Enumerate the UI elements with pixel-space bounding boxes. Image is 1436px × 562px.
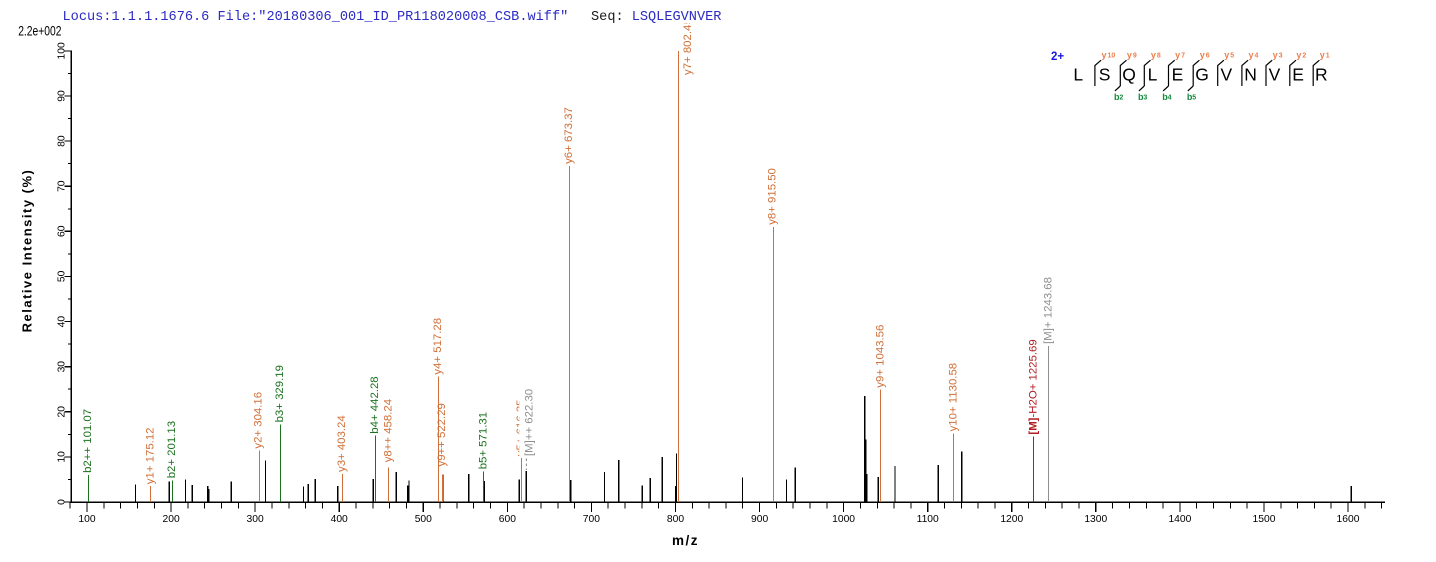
svg-text:20: 20 <box>56 406 67 418</box>
svg-text:1200: 1200 <box>1000 514 1023 525</box>
svg-text:y10+ 1130.58: y10+ 1130.58 <box>948 363 960 432</box>
svg-text:L: L <box>1073 65 1083 85</box>
svg-text:200: 200 <box>163 514 180 525</box>
svg-text:900: 900 <box>751 514 768 525</box>
svg-text:y6+ 673.37: y6+ 673.37 <box>563 107 575 164</box>
svg-text:9: 9 <box>1133 52 1137 59</box>
svg-text:y: y <box>1249 50 1254 60</box>
svg-text:1500: 1500 <box>1253 514 1276 525</box>
svg-text:y: y <box>1175 50 1180 60</box>
svg-text:1100: 1100 <box>917 514 939 525</box>
svg-text:y3+ 403.24: y3+ 403.24 <box>336 415 348 472</box>
svg-text:b: b <box>1162 92 1168 102</box>
svg-text:800: 800 <box>667 514 684 525</box>
svg-text:N: N <box>1244 65 1257 85</box>
svg-text:3: 3 <box>1279 52 1283 59</box>
svg-text:G: G <box>1195 65 1209 85</box>
svg-text:y: y <box>1296 50 1301 60</box>
svg-text:2+: 2+ <box>1051 51 1064 63</box>
svg-text:1: 1 <box>1326 52 1330 59</box>
svg-text:y1+ 175.12: y1+ 175.12 <box>144 428 156 485</box>
svg-text:8: 8 <box>1157 52 1161 59</box>
svg-text:100: 100 <box>78 514 95 525</box>
svg-text:y: y <box>1320 50 1325 60</box>
svg-text:L: L <box>1148 65 1158 85</box>
svg-text:y: y <box>1127 50 1132 60</box>
svg-text:0: 0 <box>56 499 67 505</box>
svg-text:1000: 1000 <box>832 514 855 525</box>
svg-text:LSQLEGVNVER: LSQLEGVNVER <box>632 10 722 25</box>
svg-text:y: y <box>1273 50 1278 60</box>
svg-text:60: 60 <box>56 225 67 237</box>
svg-text:100: 100 <box>56 42 67 59</box>
svg-text:b: b <box>1187 92 1193 102</box>
svg-text:10: 10 <box>1108 52 1116 59</box>
svg-text:b3+ 329.19: b3+ 329.19 <box>274 365 286 422</box>
svg-text:b: b <box>1114 92 1120 102</box>
svg-text:1600: 1600 <box>1337 514 1360 525</box>
svg-text:y8+ 915.50: y8+ 915.50 <box>767 168 779 225</box>
svg-text:300: 300 <box>247 514 264 525</box>
svg-text:R: R <box>1315 65 1328 85</box>
svg-text:3: 3 <box>1143 95 1147 102</box>
svg-text:V: V <box>1220 65 1232 85</box>
svg-text:[M]+ 1243.68: [M]+ 1243.68 <box>1043 277 1055 344</box>
svg-text:5: 5 <box>1230 52 1234 59</box>
svg-text:E: E <box>1172 65 1184 85</box>
svg-text:4: 4 <box>1168 95 1172 102</box>
svg-text:2: 2 <box>1302 52 1306 59</box>
svg-text:90: 90 <box>56 90 67 102</box>
svg-text:5: 5 <box>1192 95 1196 102</box>
svg-text:y: y <box>1102 50 1107 60</box>
svg-text:E: E <box>1292 65 1304 85</box>
svg-text:y2+ 304.16: y2+ 304.16 <box>253 392 265 449</box>
svg-text:y8++ 458.24: y8++ 458.24 <box>382 399 394 462</box>
svg-text:b2+ 201.13: b2+ 201.13 <box>166 421 178 478</box>
svg-text:b: b <box>1138 92 1144 102</box>
svg-text:600: 600 <box>499 514 516 525</box>
svg-text:700: 700 <box>583 514 600 525</box>
svg-text:Relative Intensity (%): Relative Intensity (%) <box>19 169 34 333</box>
svg-text:b2++ 101.07: b2++ 101.07 <box>82 409 94 473</box>
svg-text:80: 80 <box>56 135 67 147</box>
svg-text:1400: 1400 <box>1168 514 1191 525</box>
svg-text:V: V <box>1269 65 1281 85</box>
svg-text:y: y <box>1200 50 1205 60</box>
svg-text:m/z: m/z <box>672 533 699 548</box>
svg-text:1300: 1300 <box>1084 514 1107 525</box>
svg-text:4: 4 <box>1255 52 1259 59</box>
svg-text:400: 400 <box>331 514 348 525</box>
svg-text:40: 40 <box>56 316 67 328</box>
svg-text:30: 30 <box>56 361 67 373</box>
svg-text:10: 10 <box>56 451 67 463</box>
svg-text:b4+ 442.28: b4+ 442.28 <box>369 376 381 433</box>
svg-text:70: 70 <box>56 180 67 192</box>
svg-text:[M]-H2O+ 1225.69: [M]-H2O+ 1225.69 <box>1028 339 1040 434</box>
svg-text:7: 7 <box>1181 52 1185 59</box>
svg-text:y: y <box>1151 50 1156 60</box>
svg-text:y4+ 517.28: y4+ 517.28 <box>432 318 444 375</box>
svg-text:Seq:: Seq: <box>591 10 624 25</box>
svg-text:500: 500 <box>415 514 432 525</box>
svg-text:6: 6 <box>1206 52 1210 59</box>
svg-text:b5+ 571.31: b5+ 571.31 <box>477 412 489 469</box>
svg-text:Locus:1.1.1.1676.6 File:"20180: Locus:1.1.1.1676.6 File:"20180306_001_ID… <box>63 10 569 25</box>
svg-text:[M]++ 622.30: [M]++ 622.30 <box>523 389 535 456</box>
svg-text:y9+ 1043.56: y9+ 1043.56 <box>874 325 886 388</box>
svg-text:2.2e+002: 2.2e+002 <box>18 23 62 39</box>
svg-text:Q: Q <box>1122 65 1136 85</box>
svg-text:y9++ 522.29: y9++ 522.29 <box>436 403 448 466</box>
svg-text:50: 50 <box>56 270 67 282</box>
svg-text:y7+ 802.45: y7+ 802.45 <box>682 18 694 75</box>
svg-text:2: 2 <box>1119 95 1123 102</box>
svg-text:S: S <box>1099 65 1111 85</box>
svg-text:y: y <box>1224 50 1229 60</box>
